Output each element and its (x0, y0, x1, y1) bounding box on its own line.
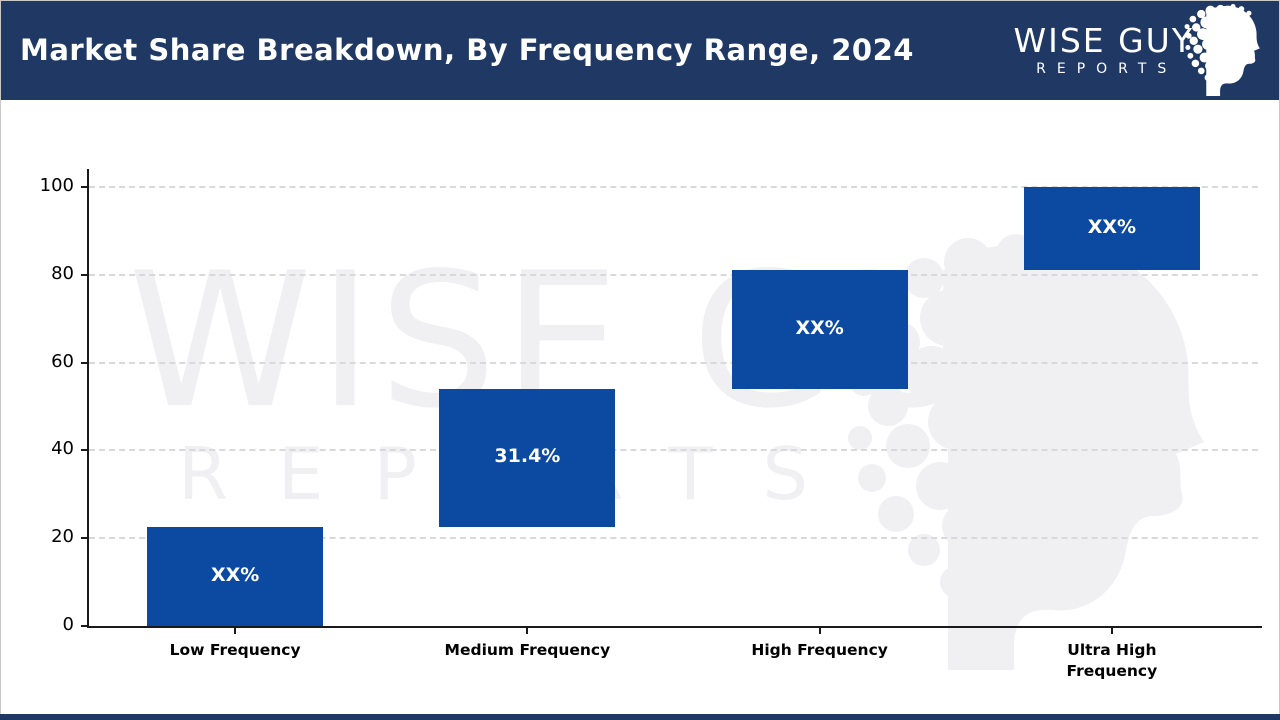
gridline-y-20 (89, 537, 1258, 540)
x-tick-mark-4 (1110, 626, 1113, 634)
header-bar: Market Share Breakdown, By Frequency Ran… (0, 0, 1280, 100)
bar-value-label-3: XX% (795, 316, 844, 339)
bar-1 (147, 527, 324, 626)
y-tick-mark-0 (81, 625, 89, 627)
wiseguy-logo: WISE GUY REPORTS (1013, 4, 1280, 96)
gridline-y-40 (89, 449, 1258, 452)
x-axis-line (87, 626, 1262, 628)
y-tick-label-80: 80 (51, 262, 74, 284)
y-axis-line (87, 169, 89, 628)
x-tick-label-3: High Frequency (751, 641, 888, 659)
page-title: Market Share Breakdown, By Frequency Ran… (20, 33, 914, 67)
gridline-y-100 (89, 186, 1258, 188)
wiseguy-logo-text: WISE GUY REPORTS (1013, 24, 1194, 76)
bar-value-label-1: XX% (210, 563, 260, 586)
bar-value-label-4: XX% (1087, 215, 1137, 238)
logo-wordmark: WISE GUY (1013, 21, 1194, 60)
y-tick-label-40: 40 (51, 438, 74, 460)
x-tick-label-4: Ultra High Frequency (1066, 641, 1158, 680)
wiseguy-head-watermark-icon (844, 234, 1204, 670)
bar-3 (731, 270, 908, 390)
footer-strip (0, 714, 1280, 720)
y-tick-mark-80 (81, 273, 89, 276)
gridline-y-80 (89, 273, 1258, 276)
gridline-y-60 (89, 361, 1258, 364)
x-tick-mark-2 (526, 626, 529, 634)
bar-4 (1023, 187, 1200, 271)
x-tick-mark-1 (234, 626, 237, 634)
y-tick-label-20: 20 (51, 526, 74, 548)
y-tick-mark-20 (81, 537, 89, 540)
y-tick-mark-60 (81, 361, 89, 364)
y-tick-label-0: 0 (62, 614, 74, 635)
bar-2 (439, 389, 616, 528)
wiseguy-head-icon (1184, 4, 1260, 96)
y-tick-mark-100 (81, 186, 89, 188)
x-tick-label-1: Low Frequency (169, 641, 301, 659)
logo-subtitle: REPORTS (1036, 61, 1178, 77)
y-tick-label-100: 100 (39, 175, 74, 196)
bar-value-label-2: 31.4% (494, 445, 561, 468)
x-tick-label-2: Medium Frequency (444, 641, 611, 659)
y-tick-mark-40 (81, 449, 89, 452)
y-tick-label-60: 60 (51, 350, 74, 372)
x-tick-mark-3 (818, 626, 821, 634)
